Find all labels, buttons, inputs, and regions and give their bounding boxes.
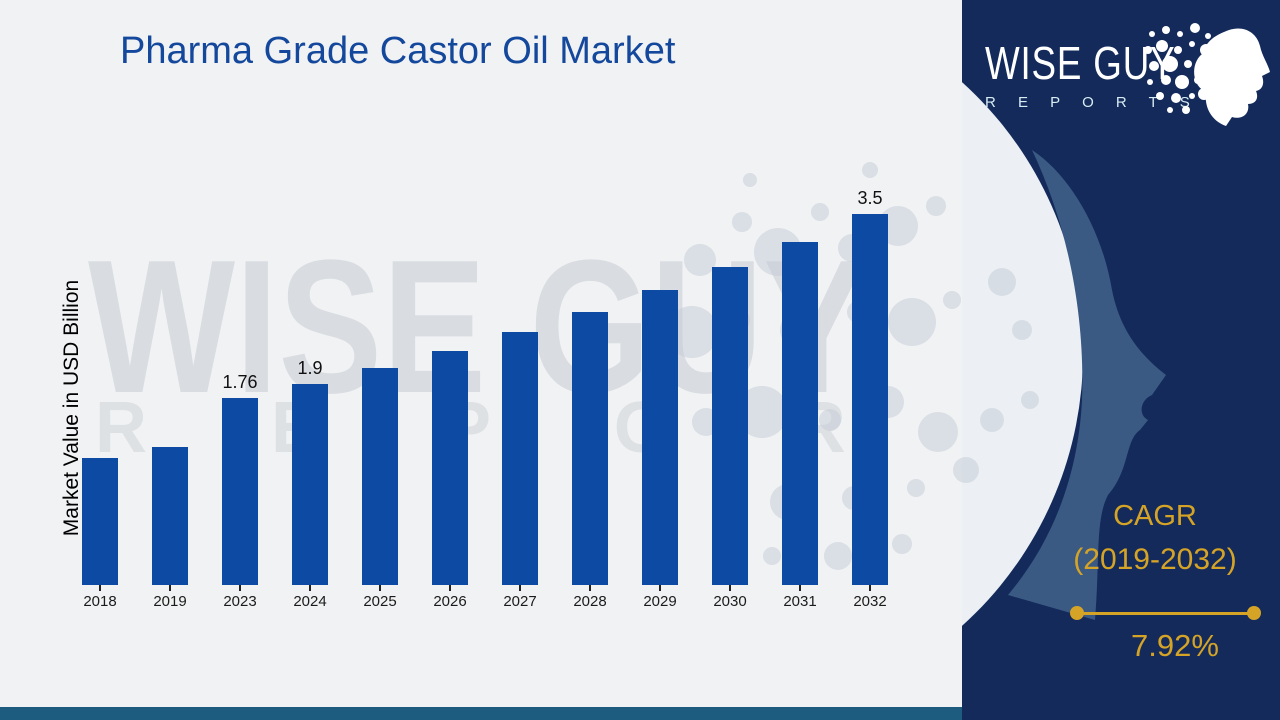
cagr-divider-line bbox=[1077, 612, 1254, 615]
logo-wiseguy-text: WISE GUY bbox=[985, 37, 1176, 89]
x-axis-tick bbox=[519, 585, 521, 591]
page-title: Pharma Grade Castor Oil Market bbox=[120, 30, 676, 72]
x-axis-tick bbox=[239, 585, 241, 591]
x-axis-tick bbox=[99, 585, 101, 591]
x-axis-tick bbox=[449, 585, 451, 591]
bar-2025 bbox=[362, 368, 398, 585]
x-tick-label-2026: 2026 bbox=[433, 593, 467, 610]
x-axis-tick bbox=[169, 585, 171, 591]
bar-chart: 2018 2019 2023 1.76 2024 1.9 2025 2026 2027 2028 2… bbox=[82, 188, 888, 610]
x-tick-label-2032: 2032 bbox=[853, 593, 887, 610]
cagr-heading: CAGR bbox=[1113, 500, 1197, 532]
bar-2018 bbox=[82, 458, 118, 585]
bar-2032 bbox=[852, 214, 888, 585]
x-tick-label-2024: 2024 bbox=[293, 593, 327, 610]
x-axis-tick bbox=[379, 585, 381, 591]
bar-value-label-2032: 3.5 bbox=[857, 188, 883, 208]
bar-2024 bbox=[292, 384, 328, 585]
y-axis-label: Market Value in USD Billion bbox=[60, 279, 83, 537]
x-tick-label-2029: 2029 bbox=[643, 593, 677, 610]
x-tick-label-2028: 2028 bbox=[573, 593, 607, 610]
x-tick-label-2018: 2018 bbox=[83, 593, 117, 610]
x-axis-tick bbox=[589, 585, 591, 591]
bar-2028 bbox=[572, 312, 608, 585]
cagr-line-right-dot bbox=[1247, 606, 1261, 620]
x-tick-label-2027: 2027 bbox=[503, 593, 537, 610]
cagr-value: 7.92% bbox=[1131, 628, 1219, 663]
x-tick-label-2025: 2025 bbox=[363, 593, 397, 610]
bar-2030 bbox=[712, 267, 748, 585]
x-axis-tick bbox=[309, 585, 311, 591]
x-tick-label-2031: 2031 bbox=[783, 593, 817, 610]
logo-head-icon bbox=[1144, 23, 1270, 126]
cagr-range: (2019-2032) bbox=[1073, 543, 1237, 576]
bar-2027 bbox=[502, 332, 538, 585]
bar-2029 bbox=[642, 290, 678, 585]
x-axis-tick bbox=[729, 585, 731, 591]
x-tick-label-2023: 2023 bbox=[223, 593, 257, 610]
head-profile-icon bbox=[1194, 28, 1270, 126]
x-axis-tick bbox=[799, 585, 801, 591]
bar-2023 bbox=[222, 398, 258, 585]
x-axis-tick bbox=[659, 585, 661, 591]
bar-2019 bbox=[152, 447, 188, 585]
bar-value-label-2024: 1.9 bbox=[297, 358, 323, 378]
x-tick-label-2030: 2030 bbox=[713, 593, 747, 610]
bar-2031 bbox=[782, 242, 818, 585]
x-axis-tick bbox=[869, 585, 871, 591]
bar-2026 bbox=[432, 351, 468, 585]
x-tick-label-2019: 2019 bbox=[153, 593, 187, 610]
cagr-block: CAGR (2019-2032) bbox=[1040, 500, 1270, 577]
bar-value-label-2023: 1.76 bbox=[222, 372, 258, 392]
bottom-accent-strip bbox=[0, 707, 1280, 720]
